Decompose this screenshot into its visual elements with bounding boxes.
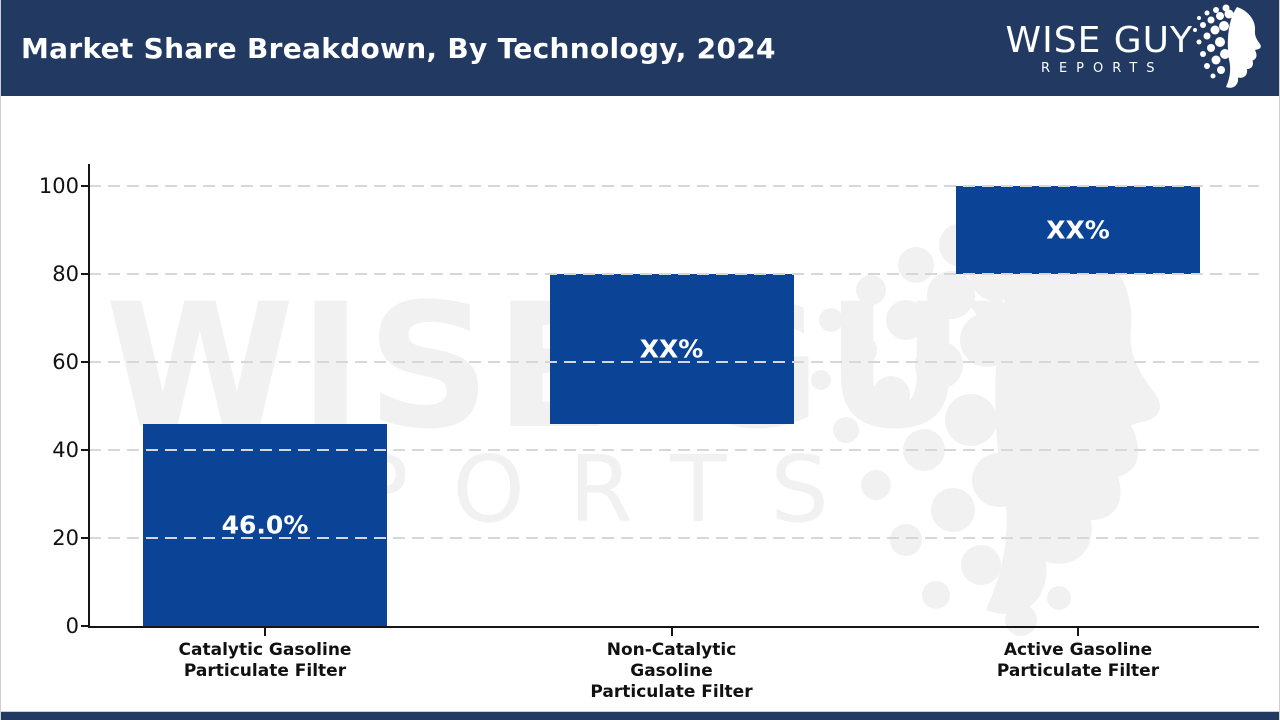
y-axis-tick-label: 60 — [52, 350, 79, 374]
y-axis-tick — [81, 361, 89, 363]
x-axis-tick — [1077, 628, 1079, 636]
footer-bar — [1, 711, 1279, 720]
header-bar: Market Share Breakdown, By Technology, 2… — [1, 0, 1279, 96]
brand-head-dots-icon — [1193, 4, 1261, 88]
gridline — [89, 449, 1259, 451]
y-axis-tick-label: 100 — [38, 174, 79, 198]
brand-logo: WISE GUY REPORTS — [1005, 4, 1268, 90]
y-axis-tick — [81, 625, 89, 627]
y-axis-line — [88, 164, 90, 628]
bar-value-label: 46.0% — [221, 510, 309, 540]
bar-segment — [549, 274, 794, 424]
x-axis-category-label: Active Gasoline Particulate Filter — [996, 640, 1160, 681]
y-axis-tick — [81, 273, 89, 275]
gridline — [89, 273, 1259, 275]
gridline — [89, 185, 1259, 187]
bar-segment — [956, 186, 1200, 274]
bar-value-label: XX% — [639, 334, 704, 364]
y-axis-tick-label: 0 — [65, 614, 79, 638]
x-axis-tick — [670, 628, 673, 636]
chart-title: Market Share Breakdown, By Technology, 2… — [21, 31, 776, 65]
y-axis-tick — [81, 537, 89, 539]
brand-subname: REPORTS — [1040, 61, 1164, 76]
gridline — [89, 361, 1259, 363]
y-axis-tick — [81, 449, 89, 451]
x-axis-category-label: Non-Catalytic Gasoline Particulate Filte… — [590, 640, 753, 702]
x-axis-tick — [264, 628, 266, 636]
x-axis-line — [88, 626, 1259, 628]
y-axis-tick-label: 20 — [52, 526, 79, 550]
y-axis-tick — [81, 185, 89, 187]
x-axis-category-label: Catalytic Gasoline Particulate Filter — [178, 640, 352, 681]
y-axis-tick-label: 40 — [52, 438, 79, 462]
y-axis-tick-label: 80 — [52, 262, 79, 286]
bar-segment — [143, 423, 387, 626]
brand-name: WISE GUY — [1005, 20, 1193, 61]
bar-value-label: XX% — [1046, 215, 1110, 245]
gridline — [89, 537, 1259, 539]
